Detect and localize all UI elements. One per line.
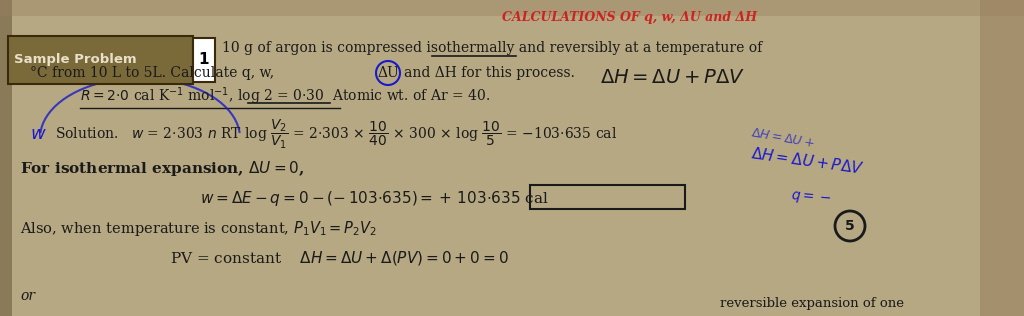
Text: 1: 1 xyxy=(199,52,209,66)
Text: $R = 2{\cdot}0$ cal K$^{-1}$ mol$^{-1}$, log 2 = 0${\cdot}$30  Atomic wt. of Ar : $R = 2{\cdot}0$ cal K$^{-1}$ mol$^{-1}$,… xyxy=(80,85,490,107)
Text: °C from 10 L to 5L. Calculate q, w,: °C from 10 L to 5L. Calculate q, w, xyxy=(30,66,274,80)
Text: $\Delta H = \Delta U +$: $\Delta H = \Delta U +$ xyxy=(750,126,816,150)
FancyBboxPatch shape xyxy=(193,38,215,82)
Text: Sample Problem: Sample Problem xyxy=(14,52,136,65)
Text: ΔU: ΔU xyxy=(377,66,399,80)
Bar xyxy=(0,0,1024,16)
Text: Also, when temperature is constant, $P_1V_1 = P_2V_2$: Also, when temperature is constant, $P_1… xyxy=(20,218,377,238)
Text: or: or xyxy=(20,289,35,303)
Text: PV = constant    $\Delta H = \Delta U + \Delta(PV) = 0 + 0 = 0$: PV = constant $\Delta H = \Delta U + \De… xyxy=(170,249,509,267)
Text: $\Delta H = \Delta U + P\Delta V$: $\Delta H = \Delta U + P\Delta V$ xyxy=(600,69,745,87)
Text: CALCULATIONS OF q, w, ΔU and ΔH: CALCULATIONS OF q, w, ΔU and ΔH xyxy=(503,11,758,24)
FancyBboxPatch shape xyxy=(8,36,193,84)
Text: reversible expansion of one: reversible expansion of one xyxy=(720,297,904,311)
Text: 10 g of argon is compressed isothermally and reversibly at a temperature of: 10 g of argon is compressed isothermally… xyxy=(222,41,762,55)
Text: $w$: $w$ xyxy=(30,125,47,143)
Text: $w = \Delta E - q = 0 - (-\,103{\cdot}635) = +\,103{\cdot}635$ cal: $w = \Delta E - q = 0 - (-\,103{\cdot}63… xyxy=(200,189,549,208)
Bar xyxy=(980,0,1024,316)
Text: and ΔH for this process.: and ΔH for this process. xyxy=(404,66,574,80)
Text: For isothermal expansion, $\Delta U = 0$,: For isothermal expansion, $\Delta U = 0$… xyxy=(20,159,304,178)
Bar xyxy=(0,0,12,316)
Text: $q = -$: $q = -$ xyxy=(790,189,831,207)
Text: Solution.   $w$ = 2${\cdot}$303 $n$ RT log $\dfrac{V_2}{V_1}$ = 2${\cdot}$303 $\: Solution. $w$ = 2${\cdot}$303 $n$ RT log… xyxy=(55,118,617,150)
Text: $\Delta H = \Delta U + P\Delta V$: $\Delta H = \Delta U + P\Delta V$ xyxy=(750,145,865,177)
Text: 5: 5 xyxy=(845,219,855,233)
Bar xyxy=(530,185,685,209)
